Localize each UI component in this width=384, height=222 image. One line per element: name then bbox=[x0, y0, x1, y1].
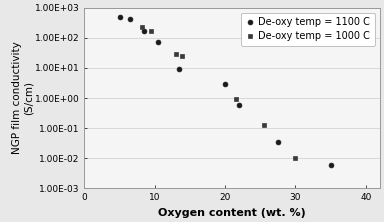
De-oxy temp = 1000 C bbox=[179, 55, 184, 57]
Line: De-oxy temp = 1000 C: De-oxy temp = 1000 C bbox=[140, 25, 298, 161]
X-axis label: Oxygen content (wt. %): Oxygen content (wt. %) bbox=[158, 208, 306, 218]
De-oxy temp = 1000 C bbox=[140, 26, 144, 29]
De-oxy temp = 1000 C bbox=[293, 157, 298, 160]
De-oxy temp = 1000 C bbox=[174, 52, 178, 55]
De-oxy temp = 1100 C bbox=[142, 30, 147, 32]
De-oxy temp = 1100 C bbox=[117, 15, 122, 18]
Legend: De-oxy temp = 1100 C, De-oxy temp = 1000 C: De-oxy temp = 1100 C, De-oxy temp = 1000… bbox=[241, 12, 375, 46]
De-oxy temp = 1100 C bbox=[156, 41, 161, 44]
De-oxy temp = 1000 C bbox=[149, 30, 154, 32]
De-oxy temp = 1100 C bbox=[276, 141, 280, 143]
Line: De-oxy temp = 1100 C: De-oxy temp = 1100 C bbox=[117, 14, 333, 167]
De-oxy temp = 1100 C bbox=[237, 103, 242, 106]
De-oxy temp = 1000 C bbox=[233, 98, 238, 101]
De-oxy temp = 1000 C bbox=[262, 123, 266, 126]
De-oxy temp = 1100 C bbox=[128, 18, 132, 20]
De-oxy temp = 1100 C bbox=[177, 68, 182, 71]
Y-axis label: NGP film conductivity
(S/cm): NGP film conductivity (S/cm) bbox=[12, 42, 33, 155]
De-oxy temp = 1100 C bbox=[223, 82, 227, 85]
De-oxy temp = 1100 C bbox=[328, 164, 333, 166]
